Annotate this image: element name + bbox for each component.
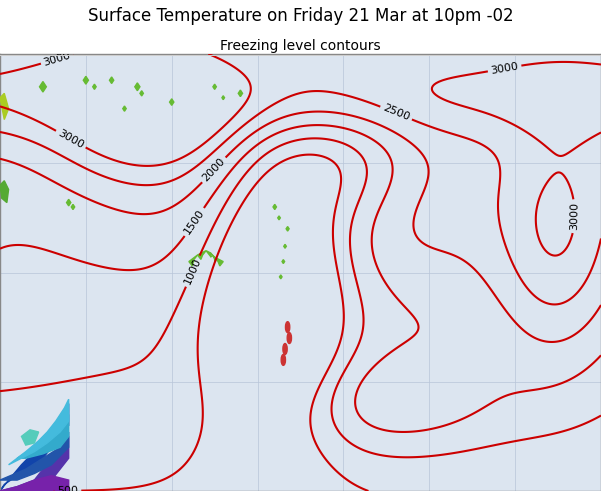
Polygon shape <box>0 181 8 203</box>
Polygon shape <box>0 432 69 480</box>
Polygon shape <box>278 216 280 220</box>
Polygon shape <box>210 253 216 262</box>
Polygon shape <box>206 251 211 257</box>
Polygon shape <box>123 106 126 111</box>
Text: 3000: 3000 <box>43 50 72 68</box>
Polygon shape <box>189 255 198 266</box>
Polygon shape <box>198 251 206 259</box>
Polygon shape <box>109 77 114 83</box>
Text: 3000: 3000 <box>56 128 85 150</box>
Polygon shape <box>169 99 174 106</box>
Polygon shape <box>8 399 69 465</box>
Text: 2000: 2000 <box>201 156 227 184</box>
Text: 3000: 3000 <box>490 61 519 76</box>
Polygon shape <box>284 245 286 248</box>
Polygon shape <box>215 257 223 266</box>
Polygon shape <box>140 91 144 96</box>
Polygon shape <box>222 96 225 100</box>
Text: Surface Temperature on Friday 21 Mar at 10pm -02: Surface Temperature on Friday 21 Mar at … <box>88 7 513 26</box>
Polygon shape <box>282 260 285 264</box>
Polygon shape <box>22 430 38 445</box>
Text: 500: 500 <box>57 486 78 491</box>
Circle shape <box>285 322 290 332</box>
Polygon shape <box>286 226 289 231</box>
Polygon shape <box>0 404 69 491</box>
Polygon shape <box>84 76 88 84</box>
Text: 3000: 3000 <box>569 202 580 230</box>
Text: 1000: 1000 <box>183 256 203 286</box>
Polygon shape <box>40 82 46 92</box>
Polygon shape <box>0 436 69 491</box>
Polygon shape <box>135 83 140 91</box>
Polygon shape <box>72 204 75 210</box>
Polygon shape <box>67 199 71 206</box>
Polygon shape <box>93 84 96 89</box>
Polygon shape <box>238 90 243 97</box>
Circle shape <box>287 332 291 344</box>
Polygon shape <box>17 414 69 458</box>
Circle shape <box>281 355 285 365</box>
Polygon shape <box>279 275 282 279</box>
Text: 2500: 2500 <box>381 103 411 123</box>
Text: 1500: 1500 <box>182 208 207 237</box>
Polygon shape <box>0 93 8 120</box>
Polygon shape <box>0 476 69 491</box>
Polygon shape <box>213 84 216 89</box>
Polygon shape <box>273 204 276 210</box>
Text: Freezing level contours: Freezing level contours <box>220 39 381 53</box>
Circle shape <box>283 344 287 355</box>
